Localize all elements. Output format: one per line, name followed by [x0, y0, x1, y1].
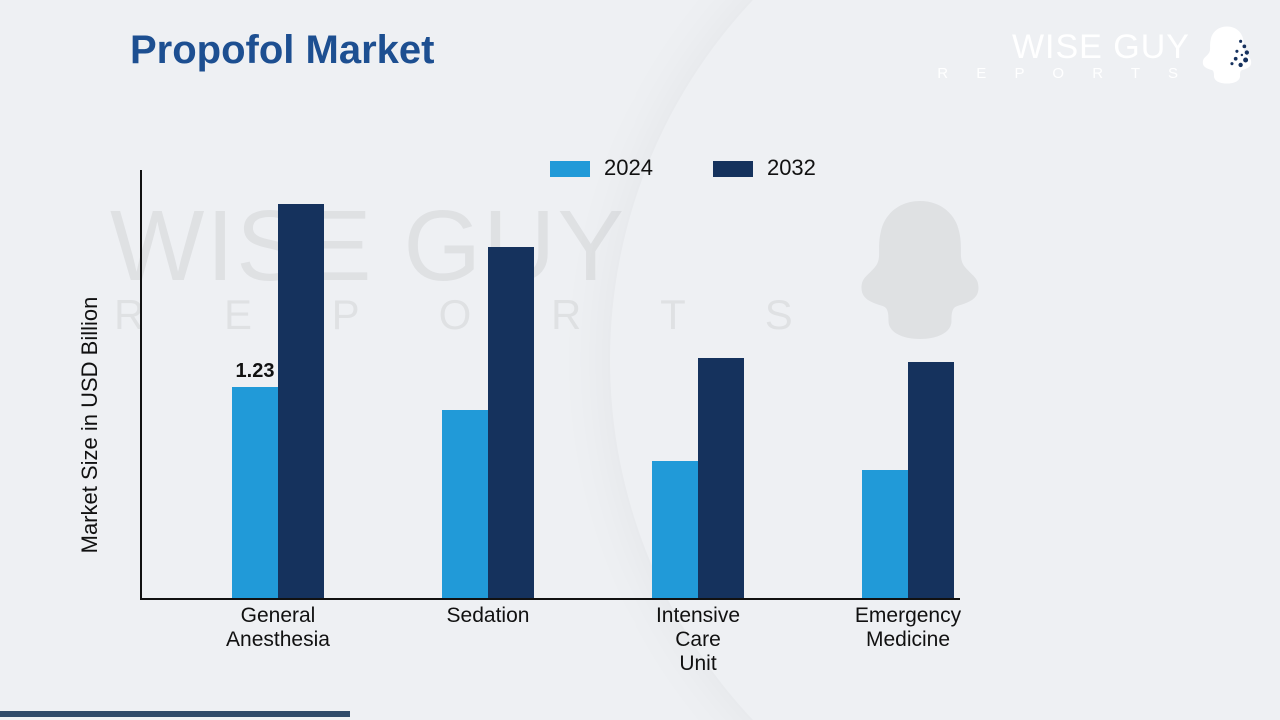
- category-label: EmergencyMedicine: [828, 604, 988, 652]
- bar-group: [862, 362, 954, 598]
- bar-group: [652, 358, 744, 598]
- brand-head-icon: [1196, 24, 1258, 86]
- bottom-accent: [0, 711, 350, 717]
- chart: 2024 2032 Market Size in USD Billion 1.2…: [60, 160, 960, 690]
- stage: WISE GUY R E P O R T S Propofol: [0, 0, 1280, 720]
- bar-2024: [652, 461, 698, 598]
- category-label: Sedation: [408, 604, 568, 628]
- y-axis-label: Market Size in USD Billion: [77, 297, 103, 554]
- x-axis: [140, 598, 960, 600]
- chart-title: Propofol Market: [130, 28, 434, 73]
- brand-sub-text: R E P O R T S: [933, 65, 1190, 82]
- bar-2032: [278, 204, 324, 598]
- category-label: GeneralAnesthesia: [198, 604, 358, 652]
- bar-2032: [488, 247, 534, 598]
- bar-2024: [442, 410, 488, 598]
- bar-group: [232, 204, 324, 598]
- bar-2024: [862, 470, 908, 598]
- plot-area: 1.23: [142, 170, 960, 598]
- brand-logo: WISE GUY R E P O R T S: [933, 24, 1258, 86]
- brand-main-text: WISE GUY: [933, 28, 1190, 67]
- bar-2032: [698, 358, 744, 598]
- bar-2032: [908, 362, 954, 598]
- bar-2024: [232, 387, 278, 598]
- bar-value-label: 1.23: [225, 360, 285, 383]
- bar-group: [442, 247, 534, 598]
- category-label: IntensiveCareUnit: [618, 604, 778, 676]
